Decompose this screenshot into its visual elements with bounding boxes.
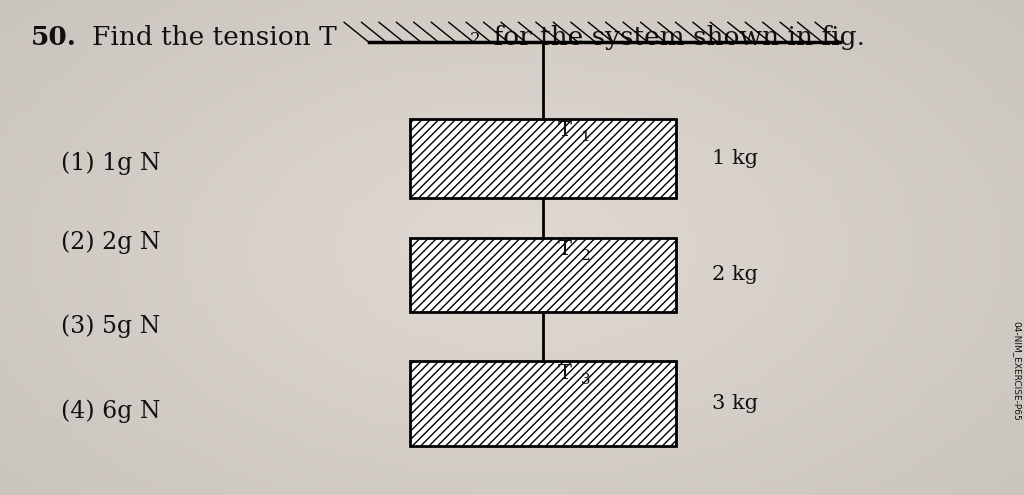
Text: 2 kg: 2 kg	[712, 265, 758, 284]
Text: 50.: 50.	[31, 25, 77, 50]
Text: 2: 2	[581, 249, 591, 263]
Text: for the system shown in fig.: for the system shown in fig.	[485, 25, 865, 50]
Text: (2) 2g N: (2) 2g N	[61, 231, 161, 254]
Text: (4) 6g N: (4) 6g N	[61, 399, 161, 423]
Text: T: T	[558, 121, 572, 140]
Bar	[410, 119, 676, 198]
Text: (1) 1g N: (1) 1g N	[61, 151, 161, 175]
Text: (3) 5g N: (3) 5g N	[61, 315, 161, 339]
Text: 1: 1	[581, 130, 591, 144]
Text: 1 kg: 1 kg	[712, 149, 758, 168]
Text: T: T	[558, 240, 572, 259]
Text: 04-NIM_EXERCISE-P65: 04-NIM_EXERCISE-P65	[1013, 321, 1021, 421]
Bar	[410, 238, 676, 312]
Text: 3: 3	[581, 373, 590, 387]
Text: 2: 2	[470, 31, 480, 48]
Bar	[410, 361, 676, 446]
Text: 3 kg: 3 kg	[712, 394, 758, 413]
Text: Find the tension T: Find the tension T	[92, 25, 337, 50]
Text: T: T	[558, 364, 572, 383]
